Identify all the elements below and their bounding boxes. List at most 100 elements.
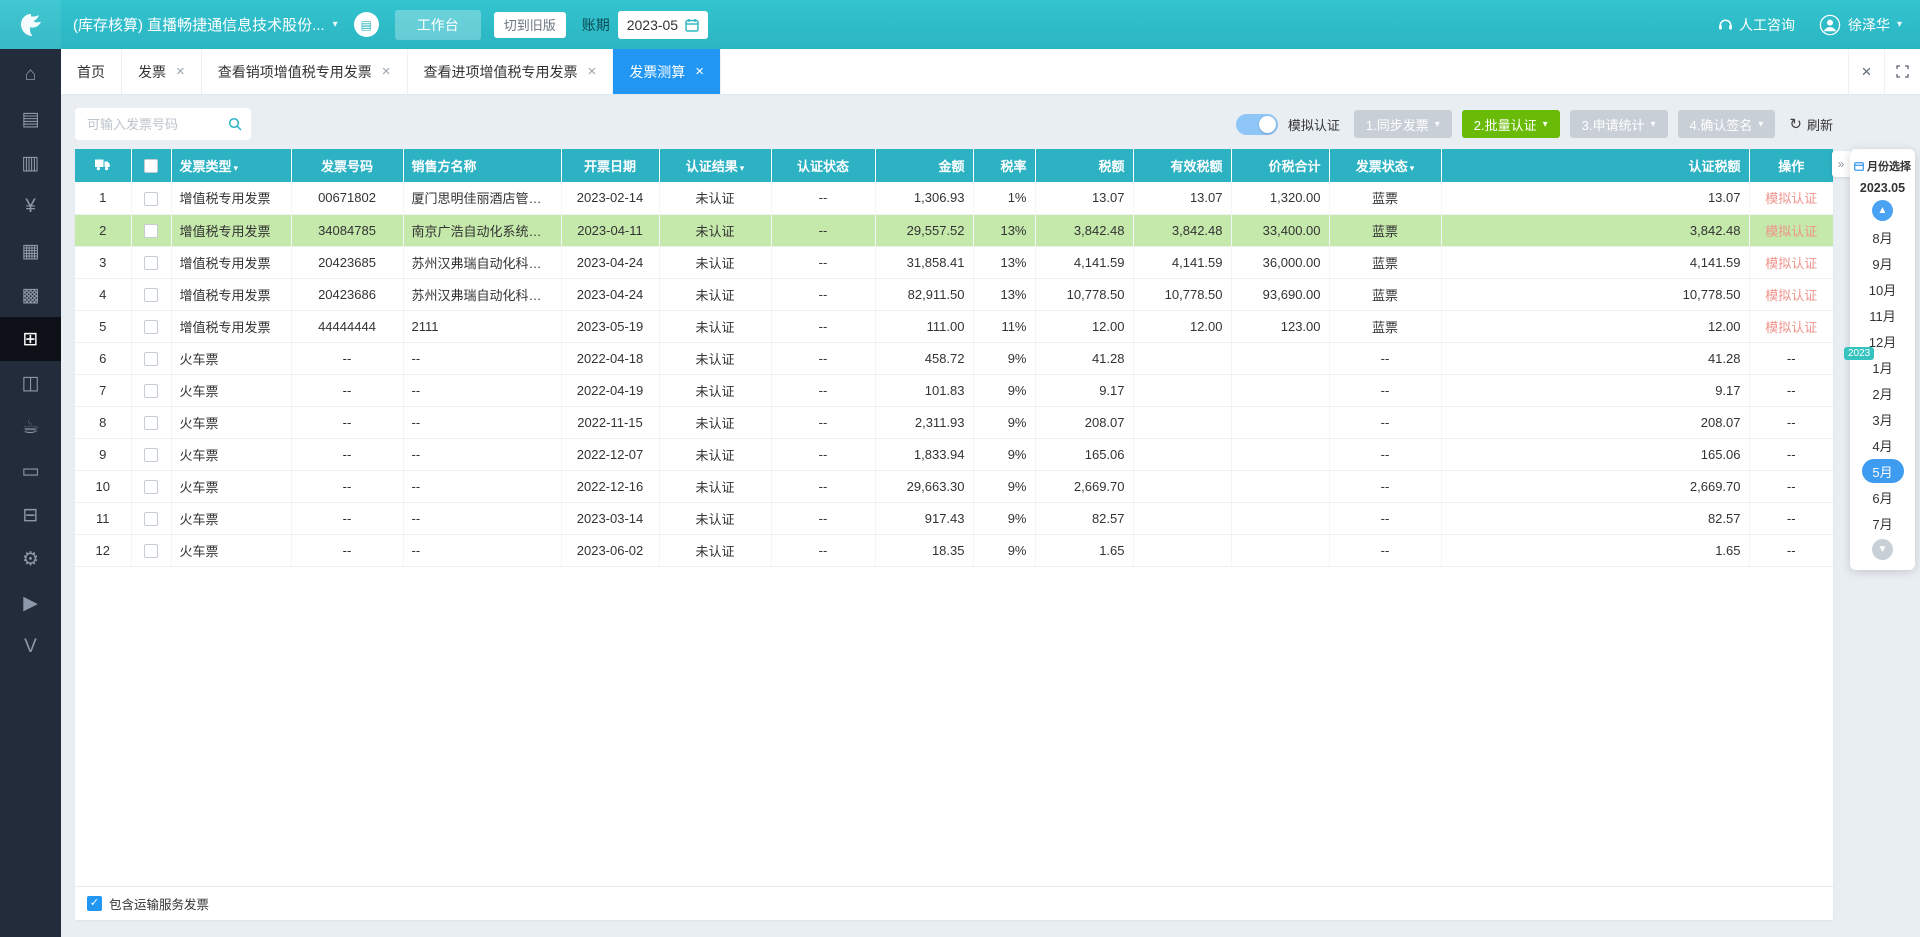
- cell-invoice-status: 蓝票: [1329, 310, 1442, 343]
- tab-invoice[interactable]: 发票 ×: [122, 49, 202, 94]
- sidebar-item-production[interactable]: ◫: [0, 361, 61, 405]
- row-checkbox[interactable]: [144, 351, 158, 366]
- cell-tax: 1.65: [1035, 534, 1134, 567]
- row-checkbox[interactable]: [144, 319, 158, 334]
- cell-invoice-type: 火车票: [171, 534, 292, 567]
- invoice-panel: 发票类型 ▾ 发票号码 销售方名称 开票日期 认证结果 ▾ 认证状态 金额 税率 税额 有效税额 价税合…: [75, 149, 1833, 920]
- row-checkbox[interactable]: [144, 223, 158, 238]
- sidebar-item-funds[interactable]: ¥: [0, 185, 61, 229]
- simulate-auth-link[interactable]: 模拟认证: [1765, 287, 1818, 303]
- month-item-4月[interactable]: 4月: [1850, 432, 1915, 458]
- row-checkbox[interactable]: [144, 479, 158, 494]
- month-item-12月[interactable]: 12月: [1850, 328, 1915, 354]
- sidebar-item-home[interactable]: ⌂: [0, 53, 61, 97]
- month-item-8月[interactable]: 8月: [1850, 224, 1915, 250]
- sidebar-item-service[interactable]: ☕: [0, 405, 61, 449]
- search-icon[interactable]: [228, 117, 242, 131]
- tab-view-input-vat-invoice[interactable]: 查看进项增值税专用发票 ×: [408, 49, 614, 94]
- user-menu[interactable]: 徐泽华 ▾: [1819, 14, 1902, 36]
- scroll-down-icon[interactable]: ▼: [1872, 539, 1893, 560]
- sidebar-item-media[interactable]: ▶: [0, 581, 61, 625]
- batch-auth-button[interactable]: 2.批量认证 ▾: [1461, 110, 1560, 138]
- consult-button[interactable]: 人工咨询: [1718, 15, 1795, 35]
- switch-version-button[interactable]: 切到旧版: [493, 11, 566, 38]
- cell-valid-tax: [1133, 438, 1232, 471]
- sidebar-item-reports[interactable]: ▥: [0, 141, 61, 185]
- month-item-7月[interactable]: 7月: [1850, 510, 1915, 536]
- table-row[interactable]: 6 火车票 -- -- 2022-04-18 未认证 -- 458.72 9% 41.28 -- 41…: [75, 342, 1833, 375]
- fullscreen-icon[interactable]: [1884, 49, 1920, 94]
- tab-view-output-vat-invoice[interactable]: 查看销项增值税专用发票 ×: [202, 49, 408, 94]
- simulate-auth-toggle[interactable]: [1235, 113, 1278, 135]
- column-header-auth-result[interactable]: 认证结果 ▾: [659, 149, 772, 182]
- row-checkbox[interactable]: [144, 447, 158, 462]
- tab-close-icon[interactable]: ×: [381, 63, 391, 80]
- tab-close-icon[interactable]: ×: [587, 63, 597, 80]
- sidebar: ⌂ ▤ ▥ ¥ ▦ ▩ ⊞ ◫ ☕ ▭ ⊟ ⚙ ▶ V: [0, 49, 61, 937]
- table-row[interactable]: 1 增值税专用发票00671802厦门思明佳丽酒店管理有限…2023-02-14未…: [75, 182, 1833, 215]
- table-row[interactable]: 4 增值税专用发票20423686苏州汉弗瑞自动化科技有限…2023-04-24未…: [75, 278, 1833, 311]
- sidebar-item-assets[interactable]: ▦: [0, 229, 61, 273]
- close-tabs-icon[interactable]: ×: [1848, 49, 1884, 94]
- month-item-9月[interactable]: 9月: [1850, 250, 1915, 276]
- sidebar-item-purchase[interactable]: ⊞: [0, 317, 61, 361]
- row-checkbox[interactable]: [144, 191, 158, 206]
- sync-invoice-button[interactable]: 1.同步发票 ▾: [1353, 110, 1452, 138]
- column-header-invoice-type[interactable]: 发票类型 ▾: [171, 149, 292, 182]
- cell-auth-result: 未认证: [659, 342, 772, 375]
- search-input[interactable]: [75, 108, 251, 140]
- apply-statistics-button[interactable]: 3.申请统计 ▾: [1569, 110, 1668, 138]
- company-selector[interactable]: (库存核算) 直播畅捷通信息技术股份... ▾: [73, 14, 338, 35]
- month-item-1月[interactable]: 2023 1月: [1844, 347, 1915, 380]
- table-row[interactable]: 12 火车票 -- -- 2023-06-02 未认证 -- 18.35 9% 1.65 -- 1.6…: [75, 534, 1833, 567]
- simulate-auth-link[interactable]: 模拟认证: [1765, 255, 1818, 271]
- month-item-6月[interactable]: 6月: [1850, 484, 1915, 510]
- column-header-invoice-status[interactable]: 发票状态 ▾: [1329, 149, 1442, 182]
- table-row[interactable]: 11 火车票 -- -- 2023-03-14 未认证 -- 917.43 9% 82.57 -- 8…: [75, 502, 1833, 535]
- simulate-auth-link[interactable]: 模拟认证: [1765, 191, 1818, 207]
- tab-close-icon[interactable]: ×: [695, 63, 705, 80]
- sidebar-item-inventory[interactable]: ⊟: [0, 493, 61, 537]
- month-item-3月[interactable]: 3月: [1850, 406, 1915, 432]
- sidebar-item-vouchers[interactable]: ▭: [0, 449, 61, 493]
- table-row[interactable]: 9 火车票 -- -- 2022-12-07 未认证 -- 1,833.94 9% 165.06-…: [75, 438, 1833, 471]
- table-row[interactable]: 10 火车票 -- -- 2022-12-16 未认证 -- 29,663.30 9% 2,669…: [75, 470, 1833, 503]
- transport-checkbox[interactable]: ✓: [87, 896, 102, 911]
- row-checkbox[interactable]: [144, 255, 158, 270]
- collapse-month-panel-handle[interactable]: »: [1832, 151, 1850, 177]
- table-row[interactable]: 3 增值税专用发票20423685苏州汉弗瑞自动化科技有限…2023-04-24未…: [75, 246, 1833, 279]
- row-checkbox[interactable]: [144, 543, 158, 558]
- sidebar-item-bills[interactable]: ▤: [0, 97, 61, 141]
- tab-close-icon[interactable]: ×: [176, 63, 185, 80]
- workbench-button[interactable]: 工作台: [394, 9, 481, 40]
- sidebar-item-brand[interactable]: V: [0, 625, 61, 669]
- month-item-2月[interactable]: 2月: [1850, 380, 1915, 406]
- month-item-10月[interactable]: 10月: [1850, 276, 1915, 302]
- period-picker[interactable]: 2023-05: [617, 10, 709, 39]
- table-row[interactable]: 2 增值税专用发票34084785南京广浩自动化系统有限责…2023-04-11未…: [75, 214, 1833, 247]
- tab-home[interactable]: 首页: [61, 49, 122, 94]
- cell-amount: 917.43: [875, 502, 974, 535]
- scroll-up-icon[interactable]: ▲: [1872, 200, 1893, 221]
- row-checkbox[interactable]: [144, 383, 158, 398]
- table-row[interactable]: 8 火车票 -- -- 2022-11-15 未认证 -- 2,311.93 9% 208.07-…: [75, 406, 1833, 439]
- sidebar-item-settings[interactable]: ⚙: [0, 537, 61, 581]
- tab-invoice-calculation[interactable]: 发票测算 ×: [613, 49, 722, 94]
- select-all-checkbox[interactable]: [144, 159, 158, 174]
- row-checkbox[interactable]: [144, 415, 158, 430]
- document-icon[interactable]: ▤: [353, 12, 379, 37]
- month-item-5月[interactable]: 5月: [1850, 458, 1915, 484]
- row-checkbox[interactable]: [144, 287, 158, 302]
- table-row[interactable]: 5 增值税专用发票 44444444 2111 2023-05-19 未认证 -- 111.0…: [75, 310, 1833, 343]
- sidebar-item-modules[interactable]: ▩: [0, 273, 61, 317]
- refresh-button[interactable]: ↻ 刷新: [1789, 115, 1833, 134]
- simulate-auth-link[interactable]: 模拟认证: [1765, 319, 1818, 335]
- simulate-auth-link[interactable]: 模拟认证: [1765, 223, 1818, 239]
- month-item-11月[interactable]: 11月: [1850, 302, 1915, 328]
- confirm-sign-button[interactable]: 4.确认签名 ▾: [1677, 110, 1776, 138]
- row-checkbox[interactable]: [144, 511, 158, 526]
- cell-invoice-status: --: [1329, 438, 1442, 471]
- app-logo[interactable]: [0, 0, 61, 49]
- table-row[interactable]: 7 火车票 -- -- 2022-04-19 未认证 -- 101.83 9% 9.17 -- 9.1…: [75, 374, 1833, 407]
- cell-operation: --: [1749, 502, 1833, 535]
